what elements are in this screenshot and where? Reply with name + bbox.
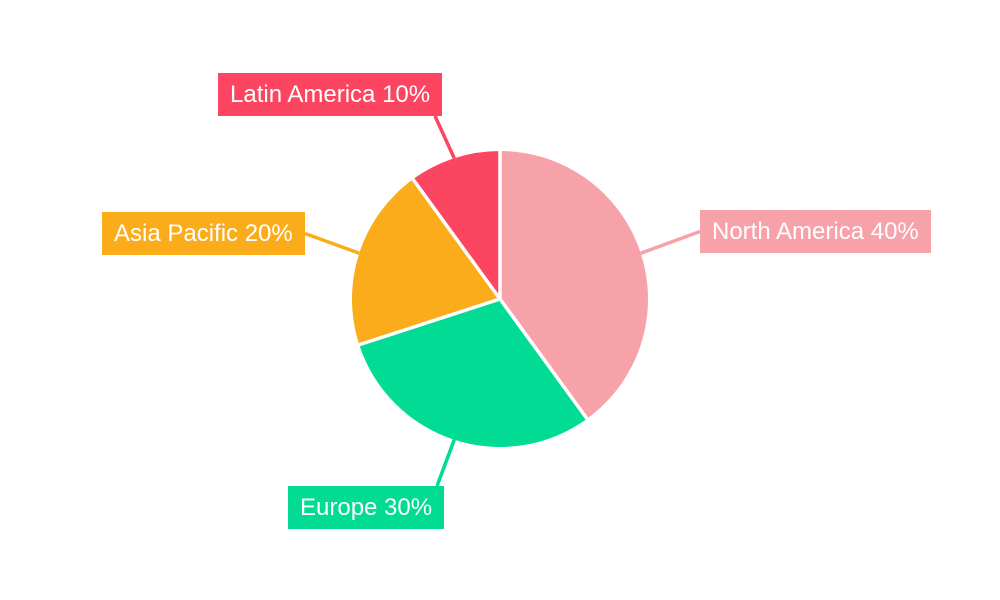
leader-line-latin-america [433, 115, 456, 159]
pie-label-europe[interactable]: Europe 30% [288, 486, 445, 529]
leader-line-asia-pacific [304, 231, 360, 255]
pie-label-asia-pacific[interactable]: Asia Pacific 20% [102, 212, 305, 255]
slice-separator [498, 297, 589, 420]
pie-slice-latin-america[interactable] [413, 151, 500, 299]
pie-label-latin-america[interactable]: Latin America 10% [218, 73, 443, 116]
slice-separator [358, 297, 501, 347]
pie-slices-layer [351, 151, 648, 447]
slice-separators-layer [358, 151, 589, 420]
pie-slice-europe[interactable] [359, 299, 587, 447]
pie-slice-north-america[interactable] [500, 151, 648, 419]
leader-line-north-america [640, 229, 701, 255]
leader-lines-layer [304, 115, 701, 487]
pie-label-north-america[interactable]: North America 40% [700, 210, 931, 253]
pie-slice-asia-pacific[interactable] [351, 179, 500, 345]
slice-separator [411, 178, 502, 301]
leader-line-europe [435, 439, 456, 487]
